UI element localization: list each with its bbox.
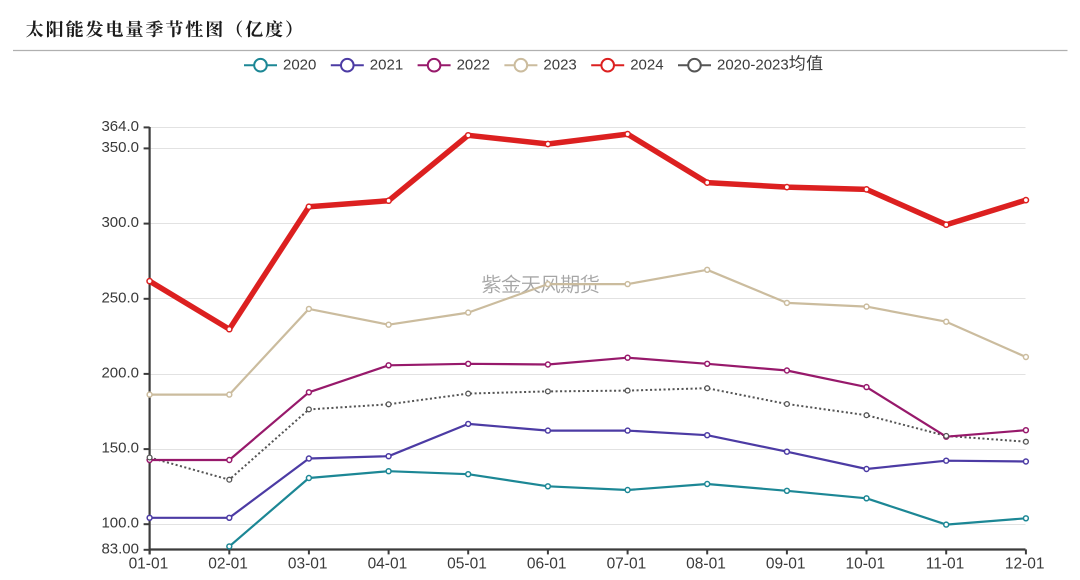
svg-text:2021: 2021 (370, 56, 403, 73)
svg-text:250.0: 250.0 (101, 289, 139, 306)
svg-text:06-01: 06-01 (527, 555, 567, 572)
svg-text:350.0: 350.0 (101, 139, 139, 156)
svg-text:02-01: 02-01 (208, 555, 248, 572)
svg-text:364.0: 364.0 (101, 118, 139, 135)
svg-text:12-01: 12-01 (1005, 555, 1045, 572)
svg-text:100.0: 100.0 (101, 515, 139, 532)
svg-text:2022: 2022 (457, 56, 490, 73)
svg-text:01-01: 01-01 (129, 555, 169, 572)
svg-text:2020: 2020 (283, 56, 316, 73)
svg-text:2024: 2024 (630, 56, 663, 73)
svg-text:11-01: 11-01 (926, 555, 965, 572)
svg-text:150.0: 150.0 (101, 440, 139, 457)
svg-text:83.00: 83.00 (101, 540, 139, 557)
svg-text:2020-2023: 2020-2023 (717, 56, 789, 73)
svg-text:2023: 2023 (543, 56, 576, 73)
svg-text:05-01: 05-01 (447, 555, 487, 572)
svg-text:10-01: 10-01 (845, 555, 885, 572)
svg-text:200.0: 200.0 (101, 364, 139, 381)
svg-text:07-01: 07-01 (607, 555, 647, 572)
svg-text:03-01: 03-01 (288, 555, 328, 572)
svg-text:08-01: 08-01 (686, 555, 726, 572)
svg-text:04-01: 04-01 (368, 555, 408, 572)
svg-text:300.0: 300.0 (101, 214, 139, 231)
svg-text:09-01: 09-01 (766, 555, 806, 572)
